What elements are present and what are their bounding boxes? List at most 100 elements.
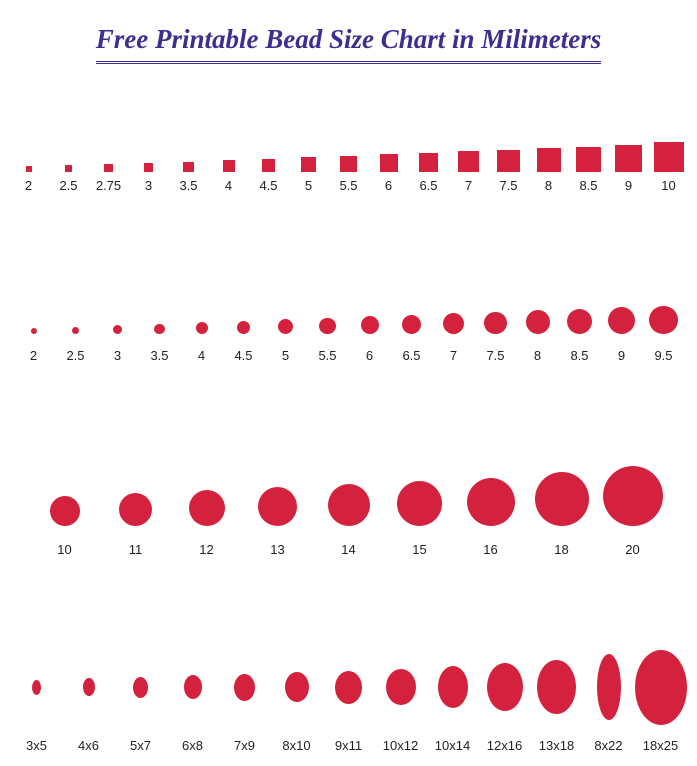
bead-cell: 16 [455,462,526,557]
bead-cell: 5.5 [329,138,369,193]
chart-title-text: Free Printable Bead Size Chart in Milime… [96,24,602,64]
bead-shape-circle [567,309,593,335]
bead-shape-box [9,138,49,172]
bead-shape-circle [402,315,422,335]
bead-shape-box [597,462,668,526]
bead-label: 8x22 [594,738,622,753]
bead-shape-box [369,138,409,172]
bead-shape-box [449,138,489,172]
bead-label: 10 [57,542,71,557]
bead-cell: 10x14 [427,648,479,753]
bead-shape-box [313,462,384,526]
bead-shape-box [115,648,167,726]
bead-shape-box [643,300,685,334]
bead-cell: 2 [13,300,55,363]
bead-cell: 3x5 [11,648,63,753]
bead-shape-square [419,153,439,173]
bead-label: 3 [114,348,121,363]
bead-shape-circle [328,484,370,526]
bead-shape-ellipse [285,672,309,702]
bead-shape-square [537,148,561,172]
bead-shape-circle [603,466,663,526]
bead-cell: 8.5 [569,138,609,193]
bead-label: 6.5 [419,178,437,193]
bead-shape-circle [31,328,37,334]
bead-shape-box [97,300,139,334]
bead-cell: 4 [181,300,223,363]
bead-shape-circle [72,327,80,335]
bead-label: 10x14 [435,738,470,753]
bead-shape-square [615,145,642,172]
bead-label: 2 [30,348,37,363]
bead-cell: 7.5 [475,300,517,363]
bead-cell: 8x10 [271,648,323,753]
bead-cell: 9.5 [643,300,685,363]
bead-shape-ellipse [537,660,576,714]
bead-shape-box [271,648,323,726]
bead-cell: 8x22 [583,648,635,753]
bead-label: 8 [534,348,541,363]
bead-cell: 10x12 [375,648,427,753]
bead-shape-box [13,300,55,334]
bead-label: 12x16 [487,738,522,753]
bead-shape-circle [467,478,515,526]
bead-label: 2.5 [66,348,84,363]
bead-shape-box [139,300,181,334]
bead-shape-box [649,138,689,172]
bead-shape-box [307,300,349,334]
bead-shape-circle [484,312,507,335]
bead-label: 13 [270,542,284,557]
bead-shape-box [129,138,169,172]
bead-label: 2 [25,178,32,193]
bead-shape-box [384,462,455,526]
bead-shape-ellipse [487,663,523,711]
bead-shape-box [391,300,433,334]
bead-shape-box [100,462,171,526]
bead-shape-box [171,462,242,526]
bead-shape-circle [278,319,293,334]
bead-shape-box [433,300,475,334]
bead-shape-box [526,462,597,526]
bead-shape-circle [361,316,379,334]
bead-shape-ellipse [335,671,362,704]
bead-label: 9 [618,348,625,363]
bead-cell: 18 [526,462,597,557]
bead-shape-square [654,142,684,172]
bead-shape-box [223,300,265,334]
bead-cell: 8 [517,300,559,363]
bead-cell: 2 [9,138,49,193]
bead-shape-circle [196,322,208,334]
bead-label: 8.5 [570,348,588,363]
bead-label: 7.5 [499,178,517,193]
bead-shape-circle [608,307,635,334]
bead-shape-box [409,138,449,172]
bead-label: 4x6 [78,738,99,753]
bead-label: 6 [366,348,373,363]
bead-label: 8 [545,178,552,193]
bead-shape-square [340,156,357,173]
bead-label: 15 [412,542,426,557]
bead-label: 9 [625,178,632,193]
bead-row-ellipse-3: 3x54x65x76x87x98x109x1110x1210x1412x1613… [0,648,697,753]
bead-cell: 4x6 [63,648,115,753]
bead-cell: 12x16 [479,648,531,753]
bead-shape-box [489,138,529,172]
bead-shape-square [497,150,520,173]
bead-cell: 8 [529,138,569,193]
bead-shape-circle [443,313,464,334]
bead-cell: 8.5 [559,300,601,363]
bead-shape-box [529,138,569,172]
bead-shape-ellipse [234,674,255,701]
bead-shape-square [104,164,112,172]
bead-cell: 2.75 [89,138,129,193]
bead-shape-circle [189,490,225,526]
bead-row-circle-2: 101112131415161820 [0,462,697,557]
bead-shape-box [63,648,115,726]
bead-label: 2.75 [96,178,121,193]
bead-shape-box [11,648,63,726]
chart-title: Free Printable Bead Size Chart in Milime… [0,24,697,64]
bead-cell: 14 [313,462,384,557]
bead-shape-box [455,462,526,526]
bead-cell: 5x7 [115,648,167,753]
bead-shape-box [219,648,271,726]
